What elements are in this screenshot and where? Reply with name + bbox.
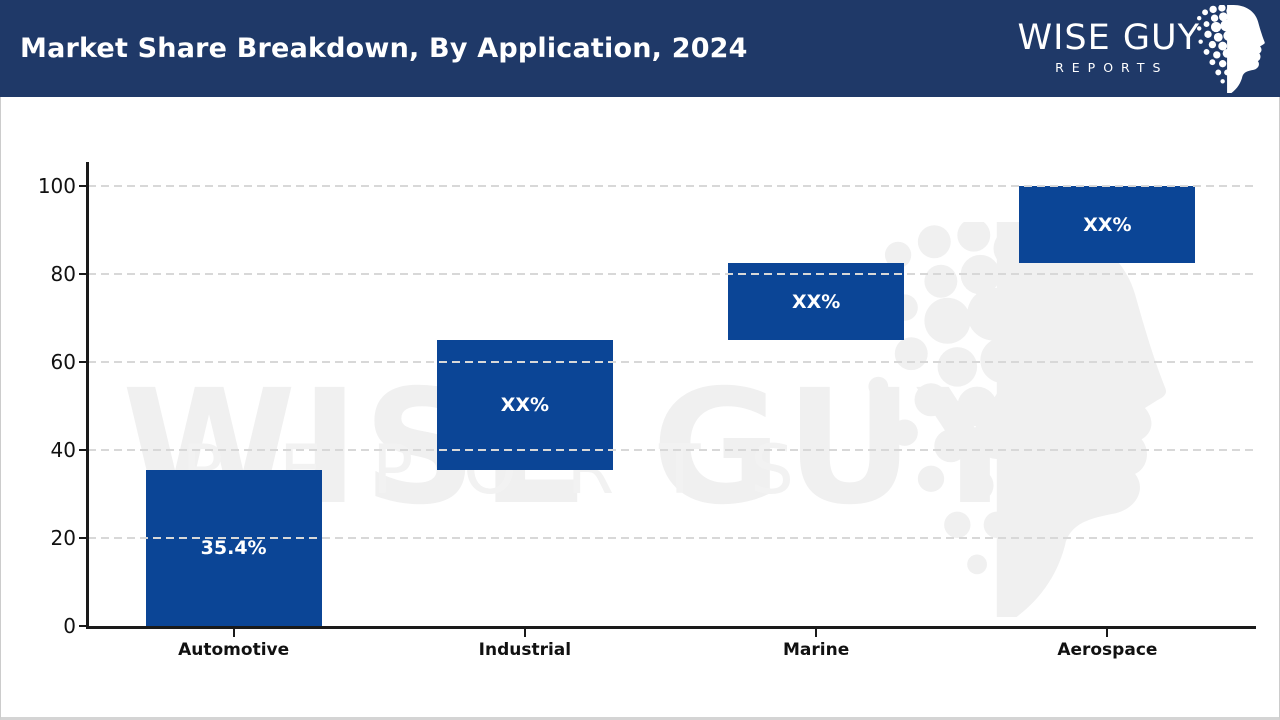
y-tick-label-20: 20: [50, 526, 76, 550]
bar-value-label: XX%: [1083, 213, 1132, 236]
chart-area: WISE GUY REPORTS 35.4% XX% XX% XX% 0 20 40 60 8…: [0, 97, 1280, 720]
header-bar: Market Share Breakdown, By Application, …: [0, 0, 1280, 97]
gridline-20: [88, 537, 1253, 539]
y-tick-label-0: 0: [63, 614, 76, 638]
bar-segment-automotive: 35.4%: [145, 470, 322, 626]
y-tick-label-100: 100: [37, 174, 76, 198]
bar-value-label: 35.4%: [200, 537, 267, 560]
gridline-80: [88, 273, 1253, 275]
x-tick-mark-automotive: [232, 629, 235, 637]
y-tick-mark-100: [79, 185, 87, 187]
y-tick-mark-60: [79, 361, 87, 363]
y-tick-mark-20: [79, 537, 87, 539]
x-category-label-marine: Marine: [783, 640, 850, 660]
wiseguy-logo-text: WISE GUY REPORTS: [1017, 20, 1200, 75]
x-category-label-aerospace: Aerospace: [1057, 640, 1158, 660]
x-tick-mark-aerospace: [1106, 629, 1109, 637]
y-tick-label-40: 40: [50, 438, 76, 462]
y-tick-mark-0: [79, 625, 87, 627]
gridline-60: [88, 361, 1253, 363]
bar-value-label: XX%: [791, 290, 841, 313]
gridline-100: [88, 185, 1253, 187]
x-tick-mark-industrial: [523, 629, 526, 637]
y-tick-mark-40: [79, 449, 87, 451]
gridline-40: [88, 449, 1253, 451]
x-category-label-automotive: Automotive: [178, 640, 290, 660]
wiseguy-logo: WISE GUY REPORTS: [1007, 0, 1272, 97]
bar-segment-marine: XX%: [728, 263, 905, 340]
logo-wordmark: WISE GUY: [1017, 18, 1200, 58]
wiseguy-head-icon: [1197, 5, 1265, 93]
logo-subtitle: REPORTS: [1055, 59, 1169, 75]
y-tick-mark-80: [79, 273, 87, 275]
bar-value-label: XX%: [500, 394, 550, 417]
x-category-label-industrial: Industrial: [478, 640, 572, 660]
x-tick-mark-marine: [815, 629, 818, 637]
y-tick-label-60: 60: [50, 350, 76, 374]
x-axis-line: [86, 626, 1256, 629]
y-axis-line: [86, 162, 89, 628]
page-title: Market Share Breakdown, By Application, …: [20, 33, 748, 64]
bar-segment-aerospace: XX%: [1019, 186, 1196, 263]
y-tick-label-80: 80: [50, 262, 76, 286]
